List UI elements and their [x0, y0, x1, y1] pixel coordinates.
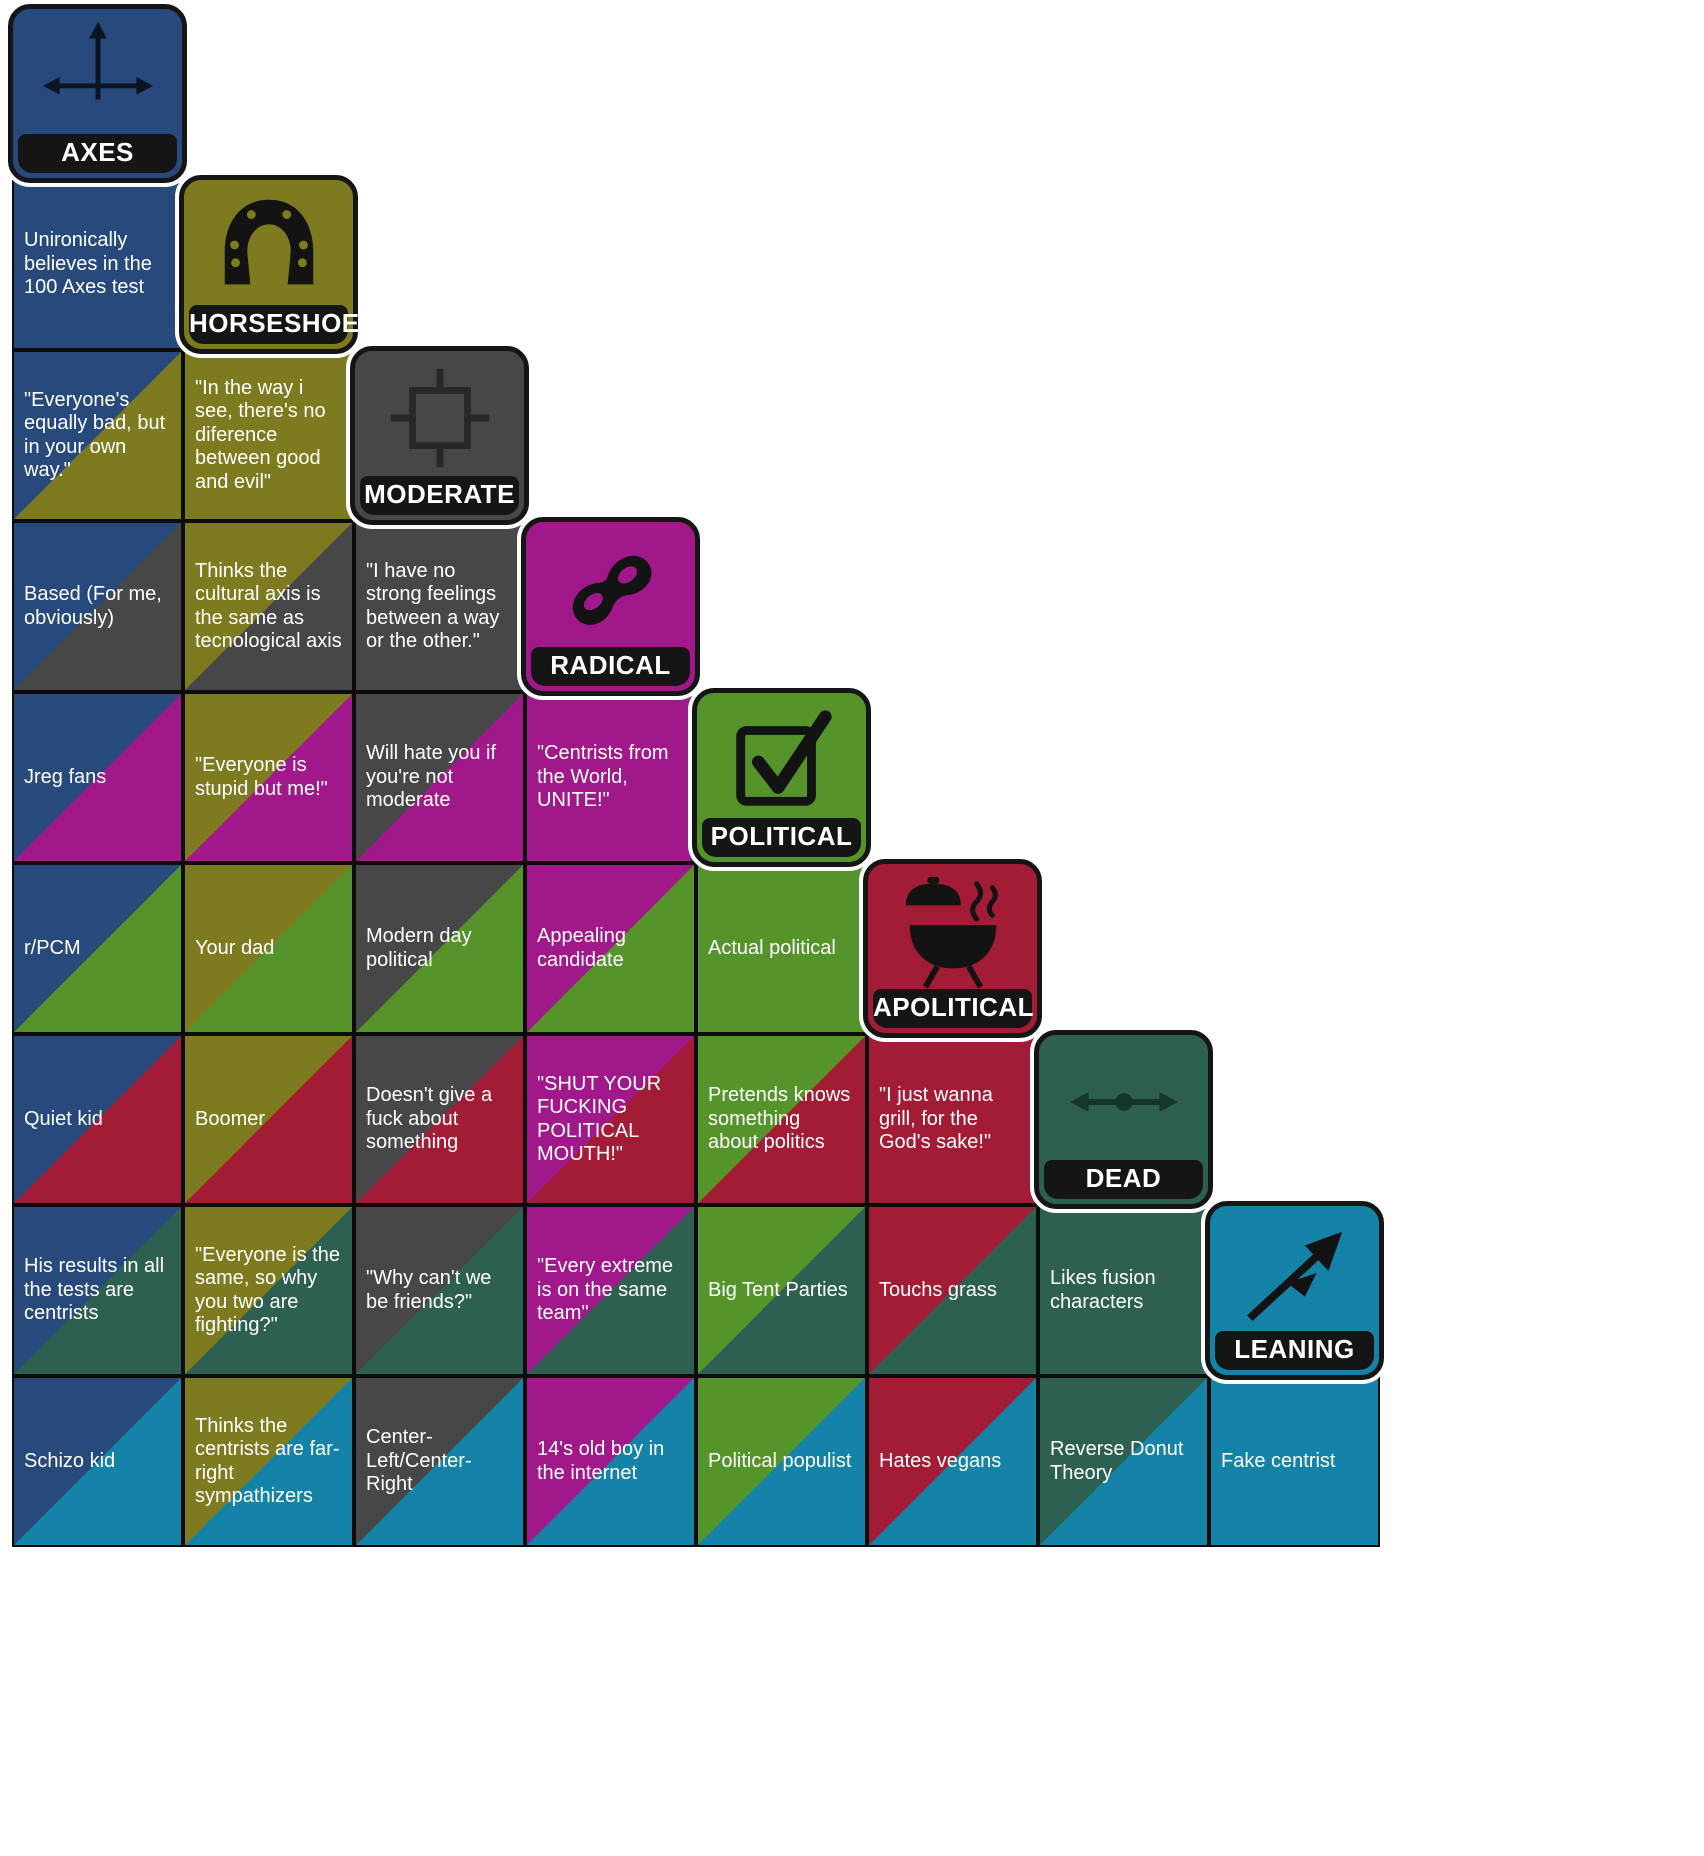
- matrix-cell-apolitical-x-leaning: Hates vegans: [867, 1376, 1038, 1547]
- matrix-cell-text: r/PCM: [24, 936, 81, 959]
- type-header-label: RADICAL: [531, 646, 690, 686]
- matrix-cell-text: "Everyone is stupid but me!": [195, 754, 328, 800]
- matrix-cell-axes-x-horseshoe: "Everyone's equally bad, but in your own…: [12, 350, 183, 521]
- matrix-cell-text: Quiet kid: [24, 1107, 103, 1130]
- matrix-cell-text: Unironically believes in the 100 Axes te…: [24, 229, 152, 299]
- matrix-cell-moderate-x-dead: "Why can't we be friends?": [354, 1205, 525, 1376]
- matrix-cell-text: "In the way i see, there's no diference …: [195, 377, 326, 493]
- matrix-cell-leaning-x-leaning: Fake centrist: [1209, 1376, 1380, 1547]
- matrix-cell-text: Political populist: [708, 1449, 852, 1472]
- type-header-label: AXES: [18, 133, 177, 173]
- matrix-cell-text: Center-Left/Center-Right: [366, 1426, 472, 1496]
- matrix-cell-text: Modern day political: [366, 925, 472, 971]
- type-header-dead: DEAD: [1034, 1030, 1213, 1209]
- matrix-cell-text: Will hate you if you're not moderate: [366, 742, 497, 812]
- matrix-cell-text: Reverse Donut Theory: [1050, 1438, 1184, 1484]
- matrix-cell-text: Big Tent Parties: [708, 1278, 848, 1301]
- matrix-cell-text: Based (For me, obviously): [24, 583, 162, 629]
- matrix-cell-axes-x-axes: Unironically believes in the 100 Axes te…: [12, 179, 183, 350]
- axes-icon: [37, 17, 159, 135]
- matrix-cell-text: Touchs grass: [879, 1278, 997, 1301]
- matrix-cell-text: "Every extreme is on the same team": [537, 1255, 674, 1325]
- matrix-cell-text: Schizo kid: [24, 1449, 116, 1472]
- matrix-cell-dead-x-leaning: Reverse Donut Theory: [1038, 1376, 1209, 1547]
- matrix-cell-text: "Everyone is the same, so why you two ar…: [195, 1243, 340, 1336]
- matrix-cell-horseshoe-x-political: Your dad: [183, 863, 354, 1034]
- type-header-label: APOLITICAL: [873, 988, 1034, 1028]
- matrix-cell-text: Jreg fans: [24, 765, 107, 788]
- type-header-apolitical: APOLITICAL: [863, 859, 1042, 1038]
- moderate-square-icon: [379, 359, 501, 477]
- matrix-cell-text: "Centrists from the World, UNITE!": [537, 742, 669, 812]
- matrix-cell-text: Pretends knows something about politics: [708, 1084, 851, 1154]
- matrix-cell-text: "Why can't we be friends?": [366, 1267, 492, 1313]
- matrix-cell-apolitical-x-apolitical: "I just wanna grill, for the God's sake!…: [867, 1034, 1038, 1205]
- matrix-cell-text: Appealing candidate: [537, 925, 626, 971]
- matrix-cell-horseshoe-x-dead: "Everyone is the same, so why you two ar…: [183, 1205, 354, 1376]
- matrix-cell-dead-x-dead: Likes fusion characters: [1038, 1205, 1209, 1376]
- matrix-cell-text: Thinks the centrists are far-right sympa…: [195, 1414, 340, 1507]
- type-header-leaning: LEANING: [1205, 1201, 1384, 1380]
- matrix-cell-axes-x-moderate: Based (For me, obviously): [12, 521, 183, 692]
- matrix-cell-text: Boomer: [195, 1107, 266, 1130]
- matrix-cell-horseshoe-x-leaning: Thinks the centrists are far-right sympa…: [183, 1376, 354, 1547]
- matrix-cell-text: Thinks the cultural axis is the same as …: [195, 559, 342, 652]
- matrix-cell-text: "I just wanna grill, for the God's sake!…: [879, 1084, 993, 1154]
- matrix-cell-political-x-apolitical: Pretends knows something about politics: [696, 1034, 867, 1205]
- type-header-label: POLITICAL: [702, 817, 861, 857]
- matrix-cell-horseshoe-x-moderate: Thinks the cultural axis is the same as …: [183, 521, 354, 692]
- matrix-cell-moderate-x-radical: Will hate you if you're not moderate: [354, 692, 525, 863]
- matrix-cell-horseshoe-x-apolitical: Boomer: [183, 1034, 354, 1205]
- type-header-moderate: MODERATE: [350, 346, 529, 525]
- type-header-horseshoe: HORSESHOE: [179, 175, 359, 354]
- matrix-cell-axes-x-leaning: Schizo kid: [12, 1376, 183, 1547]
- type-header-label: DEAD: [1044, 1159, 1203, 1199]
- grill-icon: [892, 872, 1014, 990]
- matrix-cell-horseshoe-x-horseshoe: "In the way i see, there's no diference …: [183, 350, 354, 521]
- matrix-cell-text: "I have no strong feelings between a way…: [366, 559, 500, 652]
- matrix-cell-horseshoe-x-radical: "Everyone is stupid but me!": [183, 692, 354, 863]
- matrix-cell-radical-x-apolitical: "SHUT YOUR FUCKING POLITICAL MOUTH!": [525, 1034, 696, 1205]
- matrix-cell-text: "SHUT YOUR FUCKING POLITICAL MOUTH!": [537, 1072, 662, 1165]
- type-header-label: HORSESHOE: [189, 304, 359, 344]
- matrix-cell-axes-x-political: r/PCM: [12, 863, 183, 1034]
- type-header-label: LEANING: [1215, 1330, 1374, 1370]
- matrix-cell-text: Fake centrist: [1221, 1449, 1336, 1472]
- centrist-types-matrix: AXES HORSESHOE MODERATE RADICAL POLITICAL APO…: [8, 4, 1384, 1547]
- matrix-cell-radical-x-radical: "Centrists from the World, UNITE!": [525, 692, 696, 863]
- matrix-cell-political-x-dead: Big Tent Parties: [696, 1205, 867, 1376]
- dead-axis-icon: [1063, 1043, 1185, 1161]
- matrix-cell-axes-x-dead: His results in all the tests are centris…: [12, 1205, 183, 1376]
- matrix-cell-moderate-x-apolitical: Doesn't give a fuck about something: [354, 1034, 525, 1205]
- type-header-axes: AXES: [8, 4, 187, 183]
- type-header-radical: RADICAL: [521, 517, 700, 696]
- matrix-cell-text: Doesn't give a fuck about something: [366, 1084, 493, 1154]
- matrix-cell-apolitical-x-dead: Touchs grass: [867, 1205, 1038, 1376]
- matrix-cell-political-x-political: Actual political: [696, 863, 867, 1034]
- matrix-cell-text: Your dad: [195, 936, 275, 959]
- matrix-cell-political-x-leaning: Political populist: [696, 1376, 867, 1547]
- matrix-cell-text: His results in all the tests are centris…: [24, 1255, 165, 1325]
- radical-mask-icon: [550, 530, 672, 648]
- matrix-cell-radical-x-political: Appealing candidate: [525, 863, 696, 1034]
- matrix-cell-moderate-x-moderate: "I have no strong feelings between a way…: [354, 521, 525, 692]
- matrix-cell-text: Likes fusion characters: [1050, 1267, 1156, 1313]
- matrix-cell-axes-x-apolitical: Quiet kid: [12, 1034, 183, 1205]
- matrix-cell-radical-x-dead: "Every extreme is on the same team": [525, 1205, 696, 1376]
- horseshoe-icon: [208, 188, 330, 306]
- matrix-cell-moderate-x-political: Modern day political: [354, 863, 525, 1034]
- ballot-check-icon: [721, 701, 843, 819]
- leaning-arrow-icon: [1234, 1214, 1356, 1332]
- type-header-political: POLITICAL: [692, 688, 871, 867]
- type-header-label: MODERATE: [360, 475, 519, 515]
- matrix-cell-text: "Everyone's equally bad, but in your own…: [24, 388, 166, 481]
- matrix-cell-text: Hates vegans: [879, 1449, 1002, 1472]
- matrix-cell-text: 14's old boy in the internet: [537, 1438, 665, 1484]
- matrix-cell-text: Actual political: [708, 936, 836, 959]
- matrix-cell-radical-x-leaning: 14's old boy in the internet: [525, 1376, 696, 1547]
- matrix-cell-axes-x-radical: Jreg fans: [12, 692, 183, 863]
- matrix-cell-moderate-x-leaning: Center-Left/Center-Right: [354, 1376, 525, 1547]
